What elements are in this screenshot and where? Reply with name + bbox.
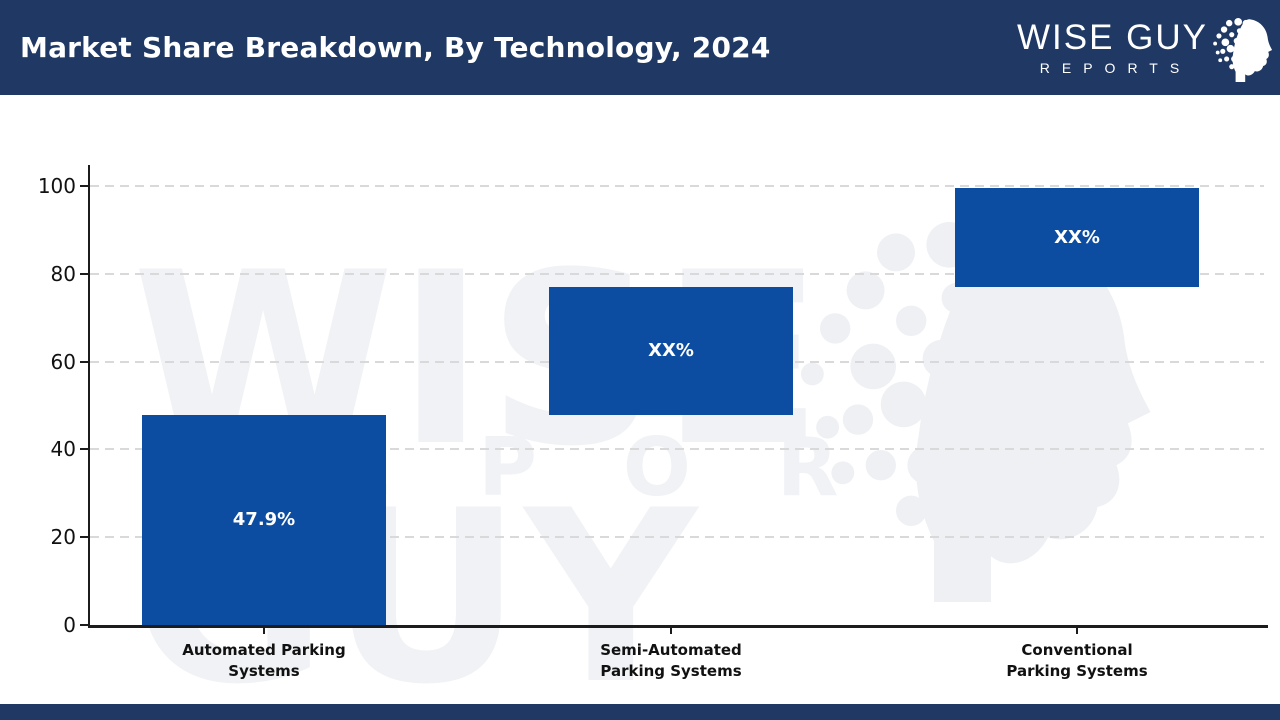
y-tick-label: 100 xyxy=(37,174,76,198)
x-tick-mark xyxy=(670,628,672,634)
y-tick-label: 0 xyxy=(63,613,76,637)
y-tick-label: 20 xyxy=(50,525,76,550)
bar-segment-3: XX% xyxy=(955,188,1199,287)
bar-value-label: XX% xyxy=(648,340,694,362)
x-tick-mark xyxy=(1076,628,1078,634)
bar-segment-1: 47.9% xyxy=(142,414,386,625)
x-category-label: Automated Parking Systems xyxy=(182,641,346,680)
x-axis-line xyxy=(88,625,1268,628)
y-tick-label: 60 xyxy=(50,349,76,374)
header-bar: Market Share Breakdown, By Technology, 2… xyxy=(0,0,1280,95)
y-tick-mark xyxy=(80,185,88,187)
x-tick-mark xyxy=(263,628,265,634)
y-tick-mark xyxy=(80,448,88,451)
gridline-20 xyxy=(90,536,1264,539)
chart-title: Market Share Breakdown, By Technology, 2… xyxy=(20,31,771,64)
logo-wordmark: WISE GUY xyxy=(1016,17,1208,57)
y-tick-label: 80 xyxy=(50,261,76,286)
bar-value-label: 47.9% xyxy=(232,509,296,531)
brand-logo: WISE GUY REPORTS xyxy=(1017,0,1274,95)
gridline-40 xyxy=(90,448,1264,451)
bar-value-label: XX% xyxy=(1054,226,1100,248)
x-category-label: Semi-Automated Parking Systems xyxy=(600,641,742,680)
x-category-label: Conventional Parking Systems xyxy=(1006,641,1148,680)
logo-subtext: REPORTS xyxy=(1039,59,1192,76)
footer-bar xyxy=(0,704,1280,720)
y-tick-mark xyxy=(80,624,88,626)
y-tick-mark xyxy=(80,536,88,539)
y-tick-mark xyxy=(80,360,88,363)
bar-segment-2: XX% xyxy=(549,286,793,415)
gridline-80 xyxy=(90,272,1264,275)
y-tick-label: 40 xyxy=(50,437,76,462)
y-tick-mark xyxy=(80,272,88,275)
brand-logo-text: WISE GUY REPORTS xyxy=(1017,20,1208,76)
logo-head-icon xyxy=(1213,17,1273,82)
gridline-100 xyxy=(90,185,1264,187)
y-axis-line xyxy=(88,165,90,627)
